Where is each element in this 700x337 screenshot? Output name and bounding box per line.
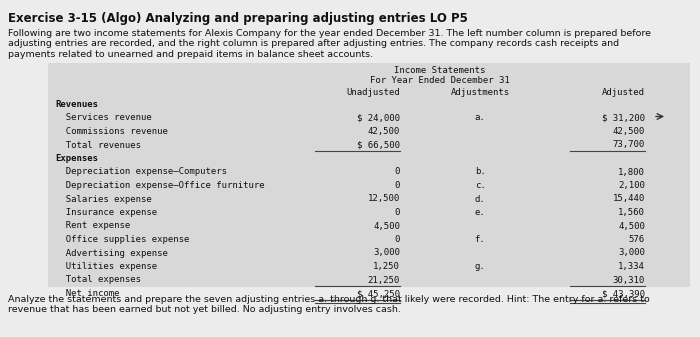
- Text: Rent expense: Rent expense: [55, 221, 130, 231]
- Text: adjusting entries are recorded, and the right column is prepared after adjusting: adjusting entries are recorded, and the …: [8, 39, 619, 49]
- Text: 0: 0: [395, 208, 400, 217]
- Text: 1,800: 1,800: [618, 167, 645, 177]
- Text: $ 31,200: $ 31,200: [602, 114, 645, 123]
- Text: Adjustments: Adjustments: [450, 88, 510, 97]
- Text: 1,560: 1,560: [618, 208, 645, 217]
- Text: Following are two income statements for Alexis Company for the year ended Decemb: Following are two income statements for …: [8, 29, 651, 38]
- Text: g.: g.: [475, 262, 485, 271]
- Text: Office supplies expense: Office supplies expense: [55, 235, 190, 244]
- Text: Exercise 3-15 (Algo) Analyzing and preparing adjusting entries LO P5: Exercise 3-15 (Algo) Analyzing and prepa…: [8, 12, 468, 25]
- Text: Unadjusted: Unadjusted: [346, 88, 400, 97]
- Text: 1,250: 1,250: [373, 262, 400, 271]
- Text: c.: c.: [475, 181, 485, 190]
- Text: a.: a.: [475, 114, 485, 123]
- Text: 21,250: 21,250: [368, 276, 400, 284]
- Text: Total revenues: Total revenues: [55, 141, 141, 150]
- Text: Net income: Net income: [55, 289, 120, 298]
- Text: Expenses: Expenses: [55, 154, 98, 163]
- Text: Depreciation expense–Computers: Depreciation expense–Computers: [55, 167, 227, 177]
- Text: Total expenses: Total expenses: [55, 276, 141, 284]
- Text: Adjusted: Adjusted: [602, 88, 645, 97]
- Text: 73,700: 73,700: [612, 141, 645, 150]
- Text: 0: 0: [395, 181, 400, 190]
- Text: revenue that has been earned but not yet billed. No adjusting entry involves cas: revenue that has been earned but not yet…: [8, 306, 401, 314]
- Text: b.: b.: [475, 167, 485, 177]
- Text: payments related to unearned and prepaid items in balance sheet accounts.: payments related to unearned and prepaid…: [8, 50, 373, 59]
- Text: Income Statements: Income Statements: [394, 66, 486, 75]
- Text: 576: 576: [629, 235, 645, 244]
- Text: Advertising expense: Advertising expense: [55, 248, 168, 257]
- Text: 1,334: 1,334: [618, 262, 645, 271]
- Text: Depreciation expense–Office furniture: Depreciation expense–Office furniture: [55, 181, 265, 190]
- Text: Analyze the statements and prepare the seven adjusting entries a. through g. tha: Analyze the statements and prepare the s…: [8, 295, 650, 304]
- Text: f.: f.: [475, 235, 485, 244]
- Text: 42,500: 42,500: [368, 127, 400, 136]
- Text: Revenues: Revenues: [55, 100, 98, 109]
- Text: For Year Ended December 31: For Year Ended December 31: [370, 76, 510, 85]
- Text: 0: 0: [395, 167, 400, 177]
- Text: 12,500: 12,500: [368, 194, 400, 204]
- Text: Salaries expense: Salaries expense: [55, 194, 152, 204]
- Text: 4,500: 4,500: [373, 221, 400, 231]
- Text: Commissions revenue: Commissions revenue: [55, 127, 168, 136]
- Text: Insurance expense: Insurance expense: [55, 208, 157, 217]
- Bar: [48, 63, 690, 287]
- Text: $ 43,390: $ 43,390: [602, 289, 645, 298]
- Text: e.: e.: [475, 208, 485, 217]
- Text: Utilities expense: Utilities expense: [55, 262, 157, 271]
- Text: 15,440: 15,440: [612, 194, 645, 204]
- Text: 3,000: 3,000: [618, 248, 645, 257]
- Text: 42,500: 42,500: [612, 127, 645, 136]
- Text: $ 45,250: $ 45,250: [357, 289, 400, 298]
- Text: 4,500: 4,500: [618, 221, 645, 231]
- Text: $ 24,000: $ 24,000: [357, 114, 400, 123]
- Text: 3,000: 3,000: [373, 248, 400, 257]
- Text: 0: 0: [395, 235, 400, 244]
- Text: 2,100: 2,100: [618, 181, 645, 190]
- Text: $ 66,500: $ 66,500: [357, 141, 400, 150]
- Text: Services revenue: Services revenue: [55, 114, 152, 123]
- Text: d.: d.: [475, 194, 485, 204]
- Text: 30,310: 30,310: [612, 276, 645, 284]
